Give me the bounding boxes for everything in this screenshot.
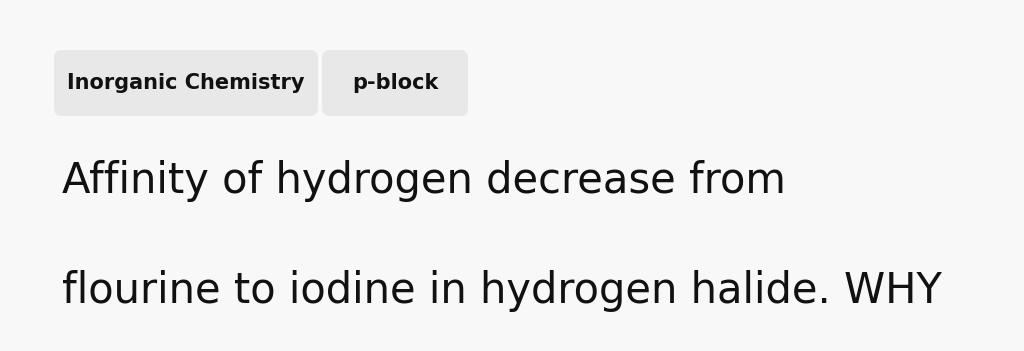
FancyBboxPatch shape	[54, 50, 318, 116]
Text: p-block: p-block	[352, 73, 438, 93]
Text: Affinity of hydrogen decrease from: Affinity of hydrogen decrease from	[62, 160, 785, 202]
Text: flourine to iodine in hydrogen halide. WHY: flourine to iodine in hydrogen halide. W…	[62, 270, 942, 312]
Text: Inorganic Chemistry: Inorganic Chemistry	[68, 73, 305, 93]
FancyBboxPatch shape	[322, 50, 468, 116]
